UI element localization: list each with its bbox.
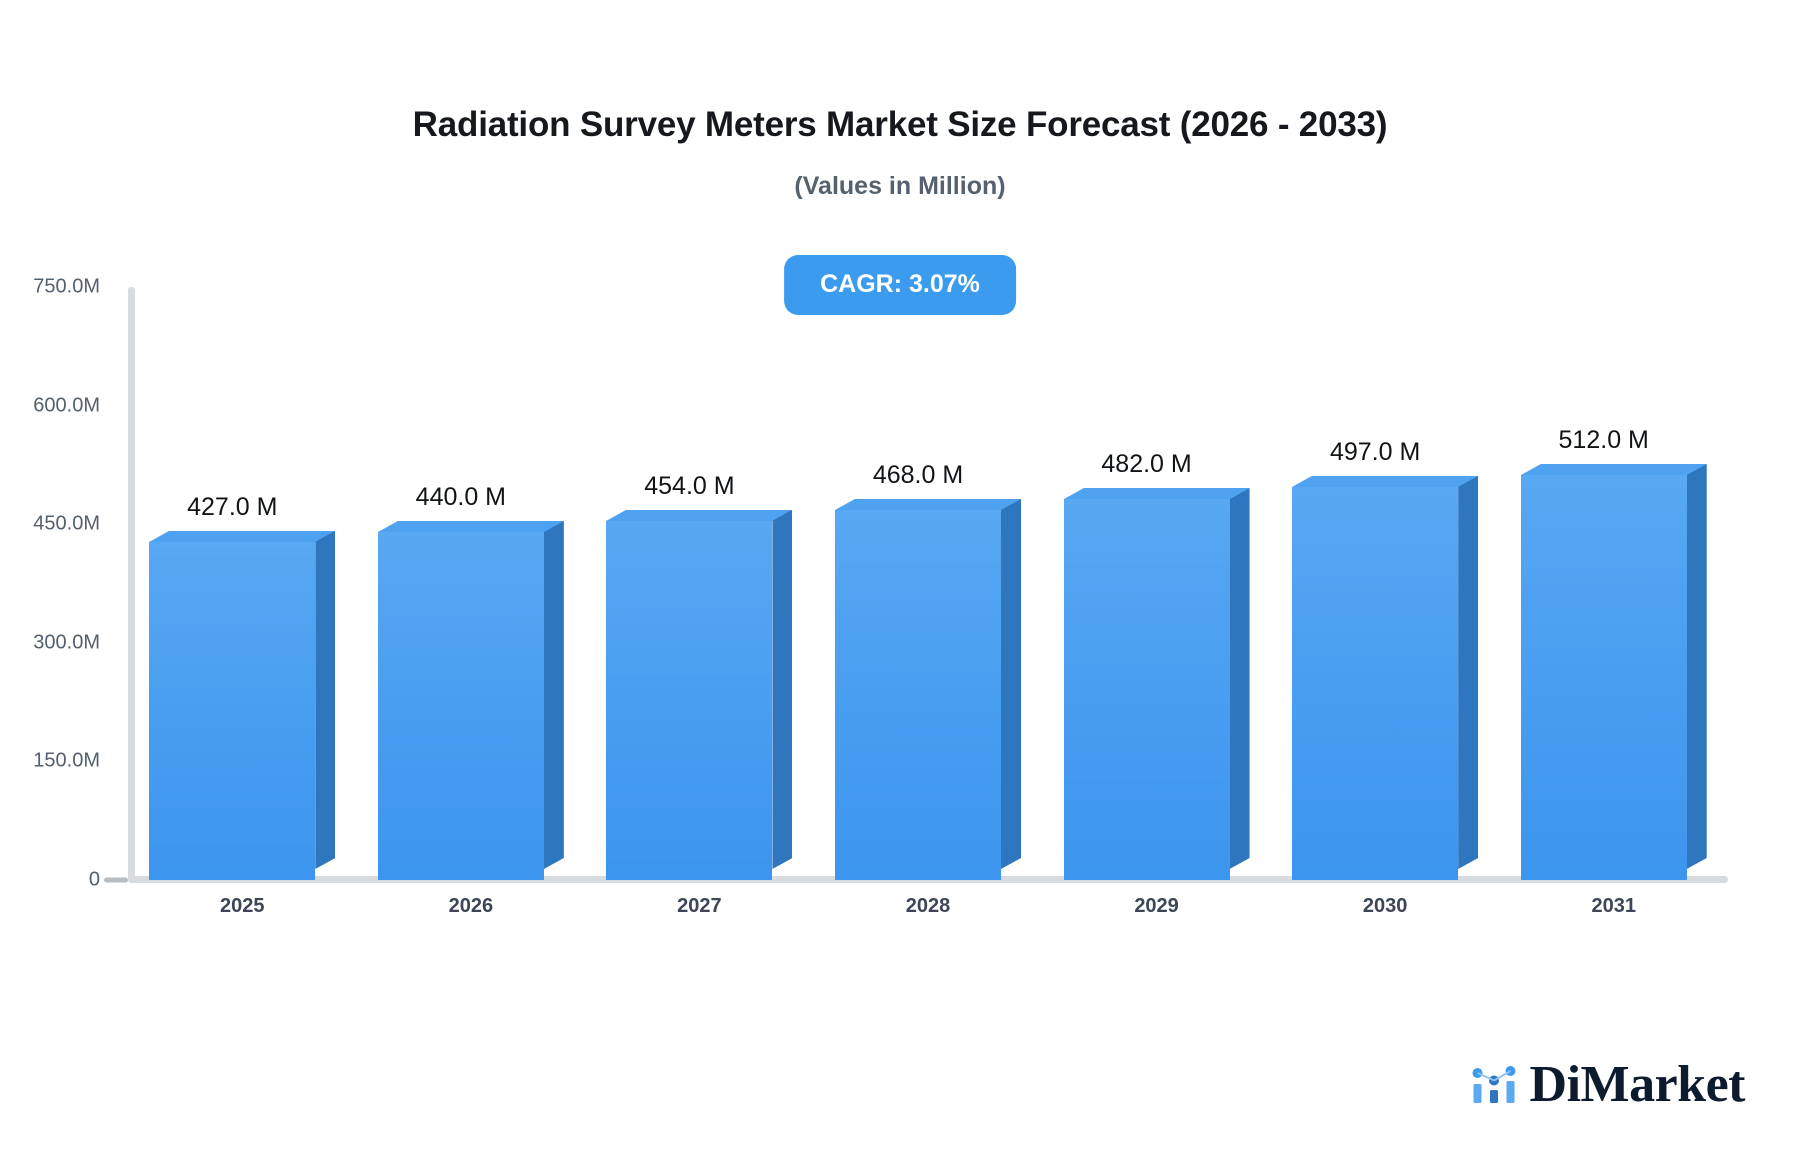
bar-chart-trend-icon xyxy=(1471,1060,1517,1111)
bar[interactable]: 454.0 M xyxy=(606,472,773,880)
logo-text: DiMarket xyxy=(1529,1056,1746,1113)
y-axis-line xyxy=(128,287,135,882)
bar-front-face xyxy=(1063,498,1230,880)
y-axis-tick-label: 150.0M xyxy=(33,749,100,772)
bar[interactable]: 468.0 M xyxy=(835,461,1001,880)
bar-top-face xyxy=(606,510,793,522)
bar-top-face xyxy=(1063,487,1250,499)
y-axis-tick-label: 450.0M xyxy=(33,512,100,535)
x-axis-tick-label: 2025 xyxy=(220,895,265,917)
bar-top-face xyxy=(377,521,564,533)
bar-top-face xyxy=(149,531,336,543)
x-axis-tick-label: 2027 xyxy=(677,895,722,917)
bar-value-label: 482.0 M xyxy=(1101,449,1192,478)
bar-front-face xyxy=(1292,487,1459,880)
bar-front-face xyxy=(835,509,1001,880)
bar-top-face xyxy=(1292,476,1478,488)
bar-side-face xyxy=(1230,488,1250,869)
bar-side-face xyxy=(544,521,564,869)
bar-value-label: 454.0 M xyxy=(644,472,735,501)
bar-front-face xyxy=(149,542,316,880)
y-axis-tick-mark xyxy=(104,877,128,883)
bar-top-face xyxy=(835,498,1021,510)
x-axis-tick-label: 2030 xyxy=(1362,895,1408,917)
bar-value-label: 468.0 M xyxy=(872,460,964,489)
bar[interactable]: 512.0 M xyxy=(1520,426,1687,880)
x-axis-tick-label: 2029 xyxy=(1134,895,1179,917)
bar-value-label: 497.0 M xyxy=(1329,438,1421,467)
dimarket-logo: DiMarket xyxy=(1471,1056,1746,1113)
bar-top-face xyxy=(1520,464,1707,476)
bar[interactable]: 440.0 M xyxy=(377,483,544,880)
bar-value-label: 512.0 M xyxy=(1558,426,1649,455)
bar-value-label: 427.0 M xyxy=(187,493,278,522)
y-axis-tick-label: 600.0M xyxy=(33,394,100,417)
y-axis-tick-label: 750.0M xyxy=(33,275,100,298)
y-axis-tick-label: 300.0M xyxy=(33,631,100,654)
bar-value-label: 440.0 M xyxy=(415,483,507,512)
chart-subtitle: (Values in Million) xyxy=(794,172,1006,200)
bar-front-face xyxy=(1520,475,1687,880)
bar[interactable]: 482.0 M xyxy=(1063,450,1230,880)
x-axis-tick-label: 2026 xyxy=(448,895,494,917)
bar[interactable]: 427.0 M xyxy=(149,493,316,880)
bar-side-face xyxy=(1687,464,1707,869)
bar[interactable]: 497.0 M xyxy=(1292,438,1459,880)
x-axis-tick-label: 2028 xyxy=(905,895,951,917)
bar-side-face xyxy=(772,510,792,869)
chart-title: Radiation Survey Meters Market Size Fore… xyxy=(412,105,1388,144)
bar-side-face xyxy=(1458,476,1478,869)
x-axis-tick-label: 2031 xyxy=(1591,895,1636,917)
bar-side-face xyxy=(315,531,335,869)
y-axis-tick-label: 0 xyxy=(88,868,100,891)
bar-side-face xyxy=(1001,499,1021,869)
bar-series: 427.0 M 440.0 M 454.0 M 468.0 M 482.0 M 497.0… xyxy=(128,0,1728,1156)
bar-front-face xyxy=(606,521,773,880)
bar-front-face xyxy=(377,532,544,880)
cagr-badge: CAGR: 3.07% xyxy=(784,255,1016,315)
